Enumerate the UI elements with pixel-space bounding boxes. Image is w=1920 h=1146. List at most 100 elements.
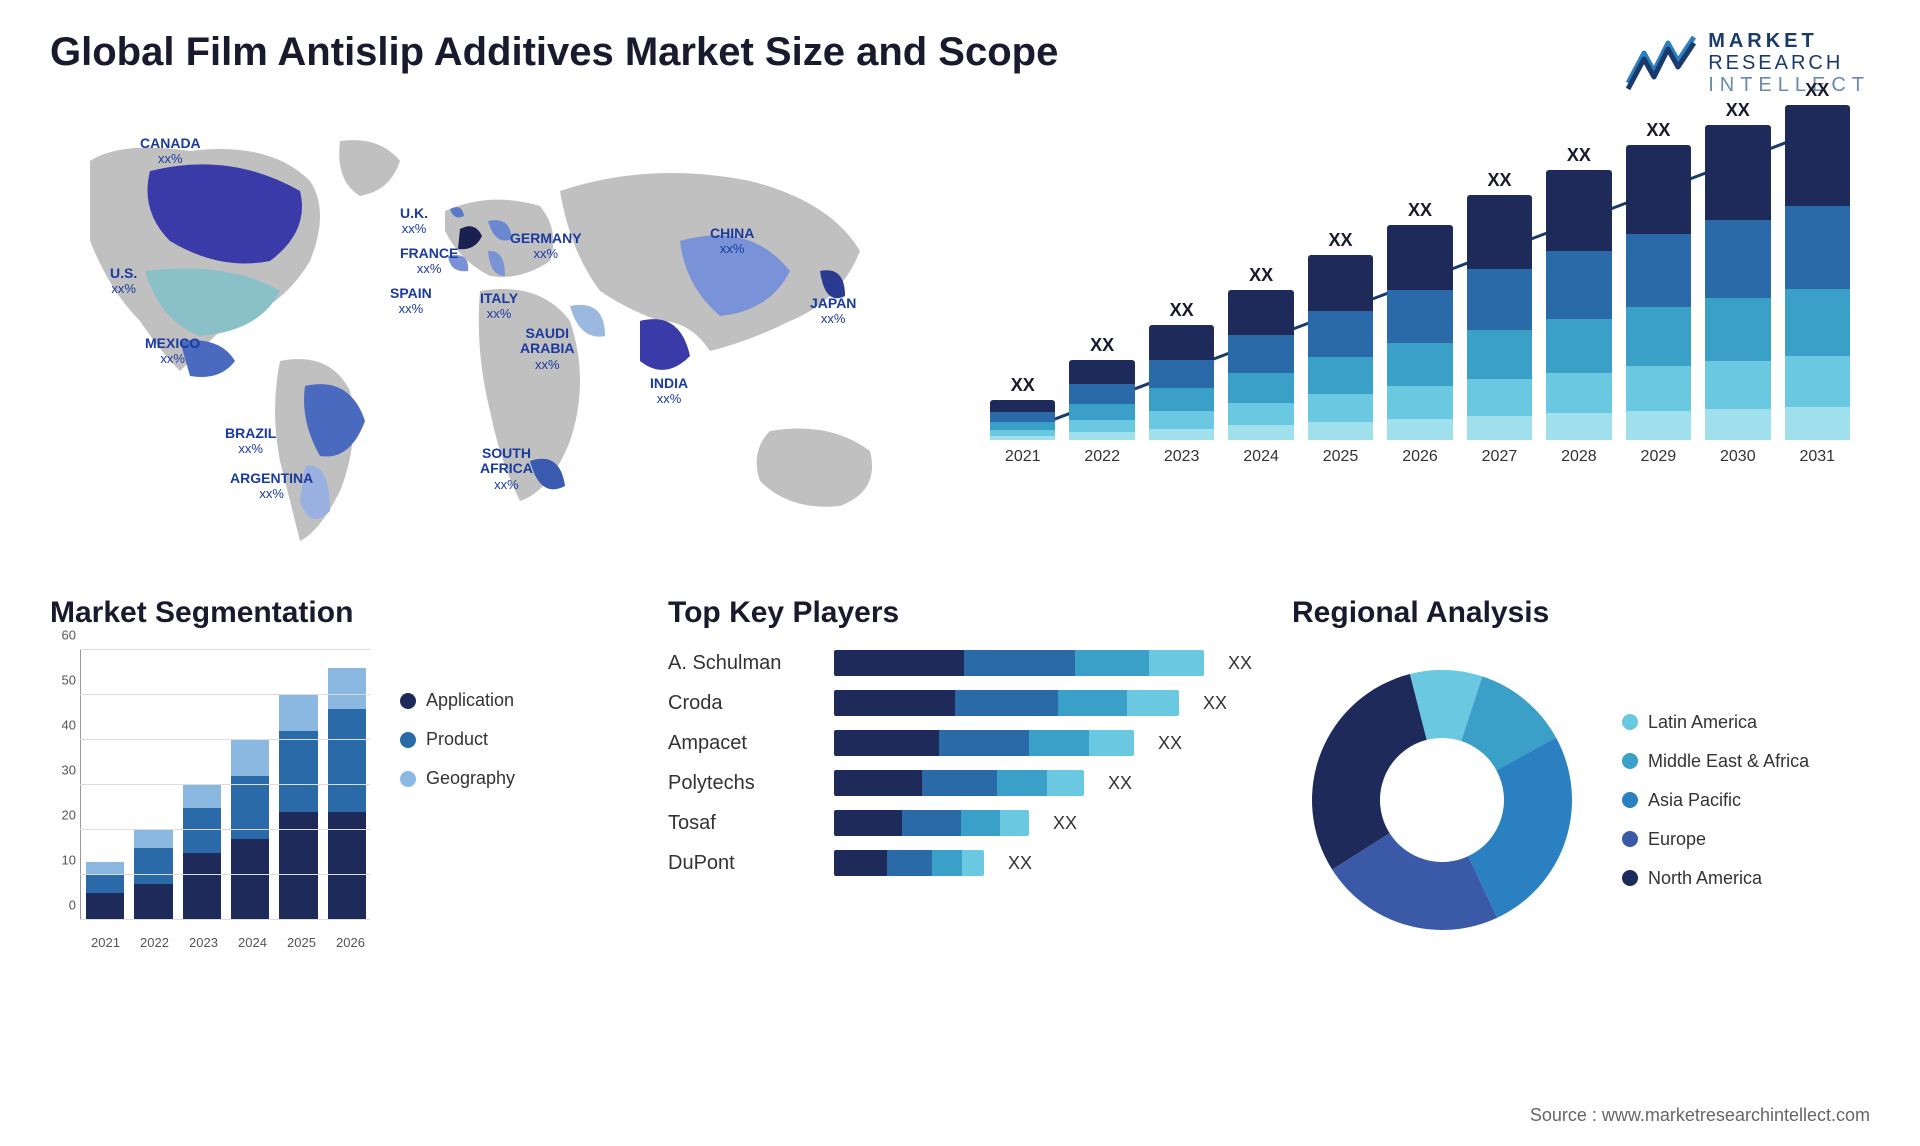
segmentation-chart: 202120222023202420252026 0102030405060	[50, 650, 370, 950]
seg-bar	[279, 695, 317, 920]
legend-swatch	[1622, 870, 1638, 886]
logo-text-2: RESEARCH	[1708, 52, 1870, 74]
seg-xtick: 2022	[135, 935, 174, 950]
player-value: XX	[1053, 813, 1077, 834]
growth-bar-year: 2027	[1482, 448, 1518, 466]
seg-xtick: 2025	[282, 935, 321, 950]
growth-bar: XX 2024	[1228, 265, 1293, 466]
player-name: Polytechs	[668, 772, 818, 795]
map-label: INDIAxx%	[650, 376, 688, 407]
legend-item: Geography	[400, 768, 515, 789]
player-bar	[834, 850, 984, 876]
growth-bar: XX2028	[1546, 145, 1611, 466]
growth-bar-year: 2026	[1402, 448, 1438, 466]
growth-bar-value: XX	[1487, 170, 1511, 191]
seg-bar	[328, 668, 366, 920]
seg-ytick: 50	[50, 673, 76, 688]
growth-bar: XX2031	[1785, 80, 1850, 466]
legend-item: Application	[400, 690, 515, 711]
legend-swatch	[400, 771, 416, 787]
player-bar	[834, 810, 1029, 836]
player-value: XX	[1228, 653, 1252, 674]
growth-bar: XX2025	[1308, 230, 1373, 466]
legend-item: Middle East & Africa	[1622, 751, 1809, 772]
map-label: ITALYxx%	[480, 291, 518, 322]
growth-bar: XX2030	[1705, 100, 1770, 466]
seg-bar	[134, 830, 172, 920]
seg-xtick: 2023	[184, 935, 223, 950]
player-row: Tosaf XX	[668, 810, 1252, 836]
growth-bar-value: XX	[1249, 265, 1273, 286]
growth-bar-year: 2024	[1243, 448, 1279, 466]
map-label: JAPANxx%	[810, 296, 856, 327]
growth-chart: XX2021XX2022XX2023XX2024XX2025XX2026XX20…	[970, 116, 1870, 556]
seg-xtick: 2026	[331, 935, 370, 950]
growth-bar-year: 2029	[1641, 448, 1677, 466]
legend-item: Europe	[1622, 829, 1809, 850]
growth-bar: XX 2027	[1467, 170, 1532, 466]
seg-bar	[231, 740, 269, 920]
legend-swatch	[400, 693, 416, 709]
player-value: XX	[1108, 773, 1132, 794]
map-label: GERMANYxx%	[510, 231, 582, 262]
growth-bar-value: XX	[1090, 335, 1114, 356]
players-chart: A. SchulmanXXCrodaXXAmpacetXXPolytechsXX…	[668, 650, 1252, 876]
growth-bar-value: XX	[1329, 230, 1353, 251]
donut-slice	[1312, 674, 1427, 869]
regional-donut	[1292, 650, 1592, 950]
player-bar	[834, 690, 1179, 716]
seg-ytick: 20	[50, 808, 76, 823]
legend-item: Latin America	[1622, 712, 1809, 733]
map-label: MEXICOxx%	[145, 336, 200, 367]
map-label: U.S.xx%	[110, 266, 137, 297]
growth-bar-year: 2023	[1164, 448, 1200, 466]
player-value: XX	[1203, 693, 1227, 714]
seg-ytick: 0	[50, 898, 76, 913]
player-name: Ampacet	[668, 732, 818, 755]
growth-bar-value: XX	[1805, 80, 1829, 101]
growth-bar-value: XX	[1170, 300, 1194, 321]
logo-icon	[1626, 33, 1696, 93]
legend-swatch	[1622, 792, 1638, 808]
growth-bar: XX 2029	[1626, 120, 1691, 466]
legend-label: North America	[1648, 868, 1762, 889]
player-name: DuPont	[668, 852, 818, 875]
legend-item: Product	[400, 729, 515, 750]
legend-swatch	[400, 732, 416, 748]
growth-bar: XX 2026	[1387, 200, 1452, 466]
player-name: Tosaf	[668, 812, 818, 835]
player-value: XX	[1008, 853, 1032, 874]
seg-ytick: 60	[50, 628, 76, 643]
map-label: CANADAxx%	[140, 136, 201, 167]
regional-section: Regional Analysis Latin AmericaMiddle Ea…	[1292, 596, 1870, 1016]
player-bar	[834, 650, 1204, 676]
map-label: SAUDIARABIAxx%	[520, 326, 574, 372]
seg-bar	[183, 785, 221, 920]
growth-bar-value: XX	[1646, 120, 1670, 141]
seg-ytick: 40	[50, 718, 76, 733]
player-bar	[834, 730, 1134, 756]
legend-swatch	[1622, 831, 1638, 847]
growth-bar-value: XX	[1726, 100, 1750, 121]
legend-item: Asia Pacific	[1622, 790, 1809, 811]
growth-bar-value: XX	[1011, 375, 1035, 396]
segmentation-title: Market Segmentation	[50, 596, 628, 630]
growth-bar-value: XX	[1408, 200, 1432, 221]
growth-bar: XX2022	[1069, 335, 1134, 466]
map-label: ARGENTINAxx%	[230, 471, 313, 502]
source-attribution: Source : www.marketresearchintellect.com	[1530, 1105, 1870, 1126]
map-label: U.K.xx%	[400, 206, 428, 237]
map-label: BRAZILxx%	[225, 426, 276, 457]
player-value: XX	[1158, 733, 1182, 754]
map-label: CHINAxx%	[710, 226, 754, 257]
legend-label: Middle East & Africa	[1648, 751, 1809, 772]
segmentation-section: Market Segmentation 20212022202320242025…	[50, 596, 628, 1016]
growth-bar-year: 2021	[1005, 448, 1041, 466]
player-row: CrodaXX	[668, 690, 1252, 716]
seg-ytick: 10	[50, 853, 76, 868]
legend-item: North America	[1622, 868, 1809, 889]
logo-text-1: MARKET	[1708, 30, 1870, 52]
growth-bar: XX 2021	[990, 375, 1055, 466]
players-title: Top Key Players	[668, 596, 1252, 630]
map-label: SOUTHAFRICAxx%	[480, 446, 533, 492]
